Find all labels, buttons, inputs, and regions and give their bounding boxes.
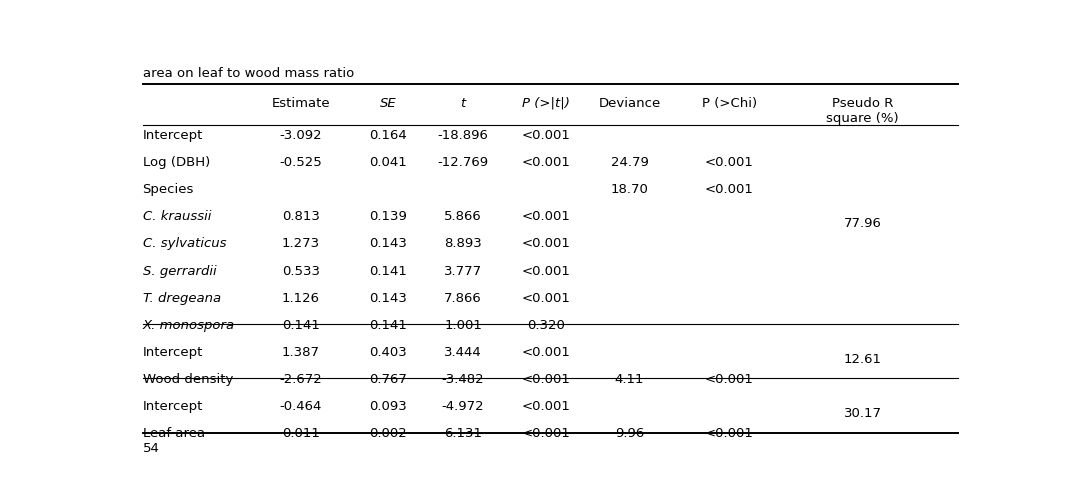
Text: 1.001: 1.001	[444, 319, 482, 332]
Text: 5.866: 5.866	[445, 210, 482, 223]
Text: Deviance: Deviance	[598, 97, 661, 110]
Text: 0.403: 0.403	[369, 346, 407, 359]
Text: Pseudo R
square (%): Pseudo R square (%)	[826, 97, 899, 125]
Text: <0.001: <0.001	[522, 210, 570, 223]
Text: 0.139: 0.139	[369, 210, 407, 223]
Text: <0.001: <0.001	[705, 373, 754, 386]
Text: <0.001: <0.001	[522, 265, 570, 278]
Text: 1.126: 1.126	[281, 292, 320, 305]
Text: P (>|t|): P (>|t|)	[522, 97, 570, 110]
Text: Wood density: Wood density	[143, 373, 233, 386]
Text: 0.143: 0.143	[369, 238, 407, 251]
Text: 12.61: 12.61	[843, 353, 882, 366]
Text: <0.001: <0.001	[705, 156, 754, 169]
Text: <0.001: <0.001	[522, 129, 570, 142]
Text: -18.896: -18.896	[437, 129, 489, 142]
Text: 0.141: 0.141	[281, 319, 320, 332]
Text: 4.11: 4.11	[614, 373, 644, 386]
Text: Leaf area: Leaf area	[143, 427, 205, 440]
Text: -0.464: -0.464	[279, 400, 322, 413]
Text: 8.893: 8.893	[445, 238, 482, 251]
Text: 18.70: 18.70	[610, 183, 649, 196]
Text: 0.141: 0.141	[369, 265, 407, 278]
Text: 0.164: 0.164	[369, 129, 407, 142]
Text: area on leaf to wood mass ratio: area on leaf to wood mass ratio	[143, 67, 353, 80]
Text: P (>Chi): P (>Chi)	[701, 97, 757, 110]
Text: 54: 54	[143, 442, 159, 455]
Text: 30.17: 30.17	[843, 407, 882, 420]
Text: <0.001: <0.001	[705, 427, 754, 440]
Text: 7.866: 7.866	[445, 292, 482, 305]
Text: 3.444: 3.444	[445, 346, 482, 359]
Text: 1.387: 1.387	[281, 346, 320, 359]
Text: <0.001: <0.001	[705, 183, 754, 196]
Text: <0.001: <0.001	[522, 400, 570, 413]
Text: -3.482: -3.482	[441, 373, 484, 386]
Text: <0.001: <0.001	[522, 427, 570, 440]
Text: -12.769: -12.769	[437, 156, 489, 169]
Text: 0.533: 0.533	[281, 265, 320, 278]
Text: C. kraussii: C. kraussii	[143, 210, 211, 223]
Text: 0.813: 0.813	[281, 210, 320, 223]
Text: -4.972: -4.972	[441, 400, 484, 413]
Text: <0.001: <0.001	[522, 156, 570, 169]
Text: Intercept: Intercept	[143, 129, 203, 142]
Text: 0.041: 0.041	[369, 156, 407, 169]
Text: <0.001: <0.001	[522, 292, 570, 305]
Text: 0.141: 0.141	[369, 319, 407, 332]
Text: 0.002: 0.002	[369, 427, 407, 440]
Text: SE: SE	[380, 97, 396, 110]
Text: <0.001: <0.001	[522, 373, 570, 386]
Text: 1.273: 1.273	[281, 238, 320, 251]
Text: Species: Species	[143, 183, 194, 196]
Text: Log (DBH): Log (DBH)	[143, 156, 209, 169]
Text: 24.79: 24.79	[610, 156, 649, 169]
Text: <0.001: <0.001	[522, 238, 570, 251]
Text: C. sylvaticus: C. sylvaticus	[143, 238, 226, 251]
Text: 0.320: 0.320	[527, 319, 565, 332]
Text: 0.093: 0.093	[369, 400, 407, 413]
Text: Estimate: Estimate	[272, 97, 330, 110]
Text: S. gerrardii: S. gerrardii	[143, 265, 216, 278]
Text: -2.672: -2.672	[279, 373, 322, 386]
Text: t: t	[461, 97, 466, 110]
Text: 9.96: 9.96	[615, 427, 644, 440]
Text: -0.525: -0.525	[279, 156, 322, 169]
Text: T. dregeana: T. dregeana	[143, 292, 220, 305]
Text: -3.092: -3.092	[279, 129, 322, 142]
Text: 77.96: 77.96	[843, 217, 882, 230]
Text: Intercept: Intercept	[143, 346, 203, 359]
Text: <0.001: <0.001	[522, 346, 570, 359]
Text: Intercept: Intercept	[143, 400, 203, 413]
Text: 3.777: 3.777	[444, 265, 482, 278]
Text: 6.131: 6.131	[444, 427, 482, 440]
Text: 0.143: 0.143	[369, 292, 407, 305]
Text: 0.011: 0.011	[281, 427, 320, 440]
Text: X. monospora: X. monospora	[143, 319, 235, 332]
Text: 0.767: 0.767	[369, 373, 407, 386]
